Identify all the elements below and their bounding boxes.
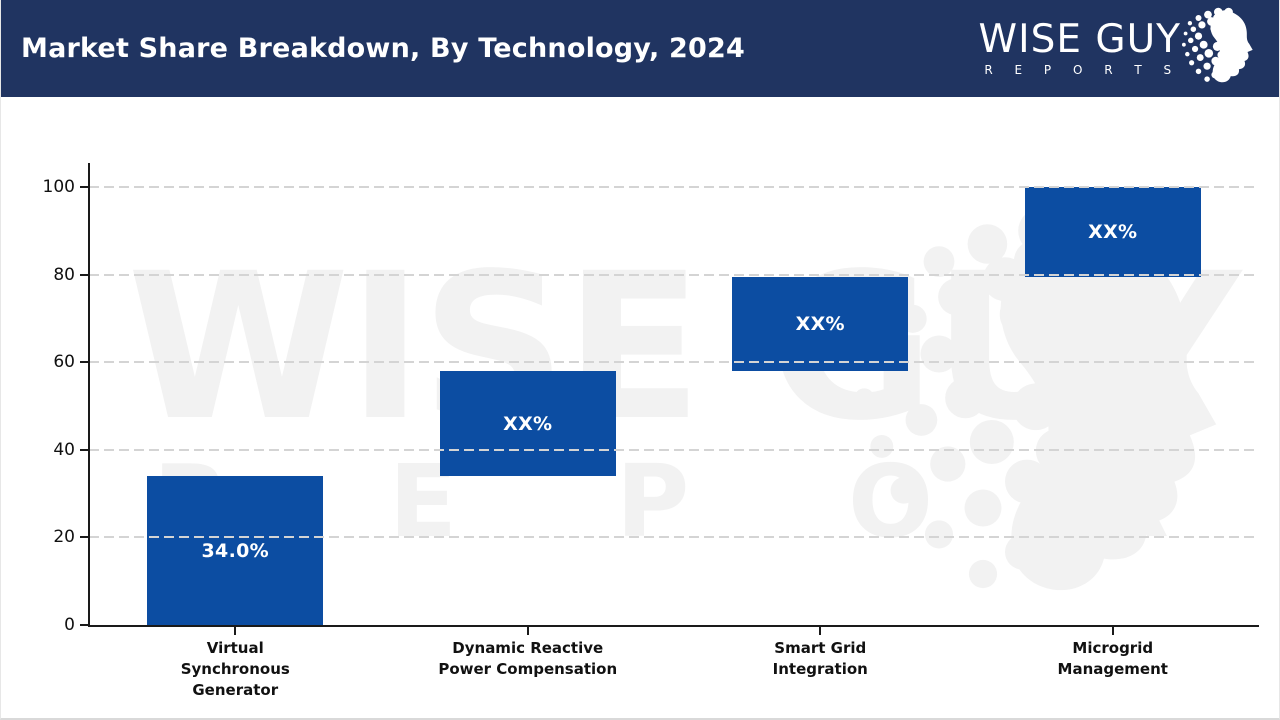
x-category-label: Microgrid Management <box>983 638 1243 680</box>
wise-guy-head-icon <box>1181 7 1253 82</box>
category-line: Microgrid <box>1072 639 1154 657</box>
gridline <box>89 536 1259 539</box>
gridline <box>89 273 1259 276</box>
bar: 34.0% <box>147 476 324 625</box>
y-tick <box>80 273 88 276</box>
y-tick <box>80 448 88 451</box>
category-line: Synchronous <box>180 660 290 678</box>
header: Market Share Breakdown, By Technology, 2… <box>1 0 1279 97</box>
gridline <box>89 186 1259 188</box>
x-category-label: Smart Grid Integration <box>690 638 950 680</box>
bar-value-label: XX% <box>503 412 553 435</box>
page-title: Market Share Breakdown, By Technology, 2… <box>21 32 746 64</box>
y-tick <box>80 624 88 626</box>
bar: XX% <box>732 276 909 371</box>
y-tick-label: 40 <box>53 439 75 460</box>
y-tick <box>80 536 88 539</box>
bar-value-label: XX% <box>795 312 845 335</box>
gridline <box>89 361 1259 364</box>
x-tick <box>819 627 822 635</box>
y-tick <box>80 186 88 188</box>
wise-guy-logo: WISE GUY R E P O R T S <box>979 5 1263 93</box>
category-line: Smart Grid <box>774 639 867 657</box>
x-category-label: Dynamic Reactive Power Compensation <box>398 638 658 680</box>
x-tick <box>526 627 529 635</box>
x-axis-spine <box>88 625 1259 627</box>
logo-wordmark: WISE GUY R E P O R T S <box>979 20 1181 77</box>
category-line: Power Compensation <box>438 660 618 678</box>
bar-value-label: 34.0% <box>201 539 269 562</box>
logo-reports-text: R E P O R T S <box>984 63 1181 77</box>
y-tick-label: 20 <box>53 527 75 548</box>
y-tick-label: 60 <box>53 352 75 373</box>
category-line: Generator <box>192 681 279 699</box>
y-axis-spine <box>88 163 90 627</box>
x-category-label: Virtual Synchronous Generator <box>105 638 365 701</box>
category-line: Virtual <box>206 639 264 657</box>
bar: XX% <box>439 370 616 477</box>
gridline <box>89 448 1259 451</box>
category-line: Dynamic Reactive <box>452 639 604 657</box>
category-line: Management <box>1057 660 1168 678</box>
x-tick <box>1111 627 1114 635</box>
y-tick-label: 80 <box>53 264 75 285</box>
y-tick-label: 100 <box>42 177 75 197</box>
bar: XX% <box>1024 187 1201 277</box>
bar-value-label: XX% <box>1088 220 1138 243</box>
category-line: Integration <box>772 660 868 678</box>
logo-wiseguy-text: WISE GUY <box>978 17 1181 62</box>
y-tick-label: 0 <box>64 615 75 635</box>
x-tick <box>234 627 237 635</box>
y-tick <box>80 361 88 364</box>
